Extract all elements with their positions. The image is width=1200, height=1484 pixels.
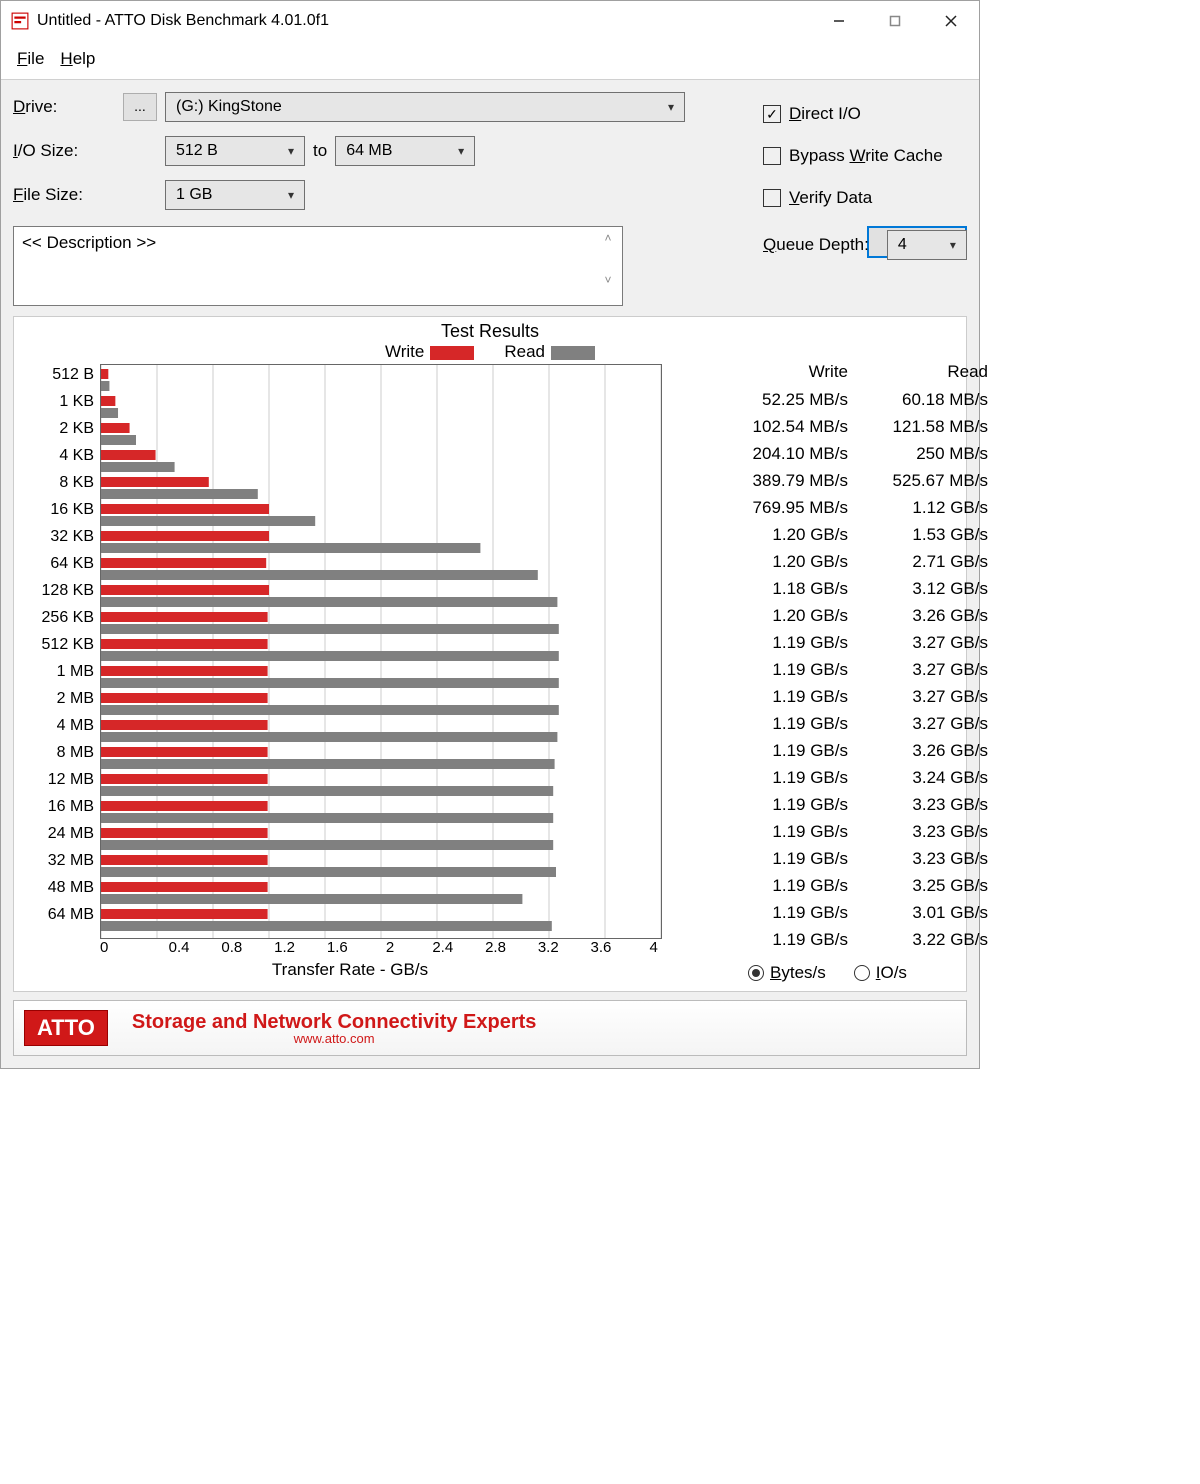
table-row: 1.19 GB/s3.27 GB/s — [708, 683, 988, 710]
svg-text:128 KB: 128 KB — [42, 582, 94, 599]
spinner-icon[interactable]: ˄˅ — [598, 231, 618, 287]
chevron-down-icon: ▾ — [284, 144, 298, 158]
filesize-select[interactable]: 1 GB▾ — [165, 180, 305, 210]
table-row: 1.19 GB/s3.23 GB/s — [708, 791, 988, 818]
drive-select[interactable]: (G:) KingStone ▾ — [165, 92, 685, 122]
table-row: 769.95 MB/s1.12 GB/s — [708, 494, 988, 521]
table-row: 1.19 GB/s3.01 GB/s — [708, 899, 988, 926]
menubar: File Help — [1, 41, 979, 79]
svg-text:1 KB: 1 KB — [59, 393, 94, 410]
window-title: Untitled - ATTO Disk Benchmark 4.01.0f1 — [37, 12, 811, 30]
chevron-down-icon: ▾ — [284, 188, 298, 202]
chart-legend: Write Read — [20, 342, 960, 362]
svg-text:64 MB: 64 MB — [48, 906, 94, 923]
chevron-down-icon: ▾ — [454, 144, 468, 158]
queuedepth-select[interactable]: 4▾ — [887, 230, 967, 260]
table-row: 1.20 GB/s2.71 GB/s — [708, 548, 988, 575]
svg-text:256 KB: 256 KB — [42, 609, 94, 626]
directio-checkbox[interactable]: ✓Direct I/O — [763, 104, 973, 124]
client-area: Drive: ... (G:) KingStone ▾ I/O Size: 51… — [1, 79, 979, 1068]
iosize-label: I/O Size: — [13, 141, 123, 161]
svg-text:4 KB: 4 KB — [59, 447, 94, 464]
svg-text:2 MB: 2 MB — [57, 690, 94, 707]
iosize-to-select[interactable]: 64 MB▾ — [335, 136, 475, 166]
svg-text:24 MB: 24 MB — [48, 825, 94, 842]
svg-text:4 MB: 4 MB — [57, 717, 94, 734]
svg-text:16 KB: 16 KB — [50, 501, 94, 518]
to-label: to — [313, 141, 327, 161]
menu-help[interactable]: Help — [54, 47, 101, 71]
table-row: 1.20 GB/s3.26 GB/s — [708, 602, 988, 629]
atto-logo: ATTO — [24, 1010, 108, 1046]
table-row: 1.19 GB/s3.22 GB/s — [708, 926, 988, 953]
options-panel: ✓Direct I/O Bypass Write Cache Verify Da… — [763, 104, 973, 260]
menu-file[interactable]: File — [11, 47, 50, 71]
svg-text:32 KB: 32 KB — [50, 528, 94, 545]
verify-checkbox[interactable]: Verify Data — [763, 188, 973, 208]
results-panel: Test Results Write Read 512 B 1 KB 2 KB 4 K… — [13, 316, 967, 992]
table-row: 204.10 MB/s250 MB/s — [708, 440, 988, 467]
chevron-down-icon: ▾ — [946, 238, 960, 252]
table-row: 1.18 GB/s3.12 GB/s — [708, 575, 988, 602]
table-row: 1.19 GB/s3.23 GB/s — [708, 818, 988, 845]
description-input[interactable]: << Description >> ˄˅ — [13, 226, 623, 306]
table-row: 1.19 GB/s3.23 GB/s — [708, 845, 988, 872]
drive-browse-button[interactable]: ... — [123, 93, 157, 121]
table-row: 52.25 MB/s60.18 MB/s — [708, 386, 988, 413]
atto-banner[interactable]: ATTO Storage and Network Connectivity Ex… — [13, 1000, 967, 1056]
app-icon — [11, 12, 29, 30]
drive-label: Drive: — [13, 97, 123, 117]
svg-text:16 MB: 16 MB — [48, 798, 94, 815]
svg-text:512 B: 512 B — [52, 366, 94, 383]
banner-text: Storage and Network Connectivity Experts… — [132, 1012, 537, 1045]
table-row: 389.79 MB/s525.67 MB/s — [708, 467, 988, 494]
bypass-checkbox[interactable]: Bypass Write Cache — [763, 146, 973, 166]
svg-text:512 KB: 512 KB — [42, 636, 94, 653]
minimize-button[interactable] — [811, 1, 867, 41]
app-window: Untitled - ATTO Disk Benchmark 4.01.0f1 … — [0, 0, 980, 1069]
write-column-header: Write — [708, 362, 848, 382]
table-row: 102.54 MB/s121.58 MB/s — [708, 413, 988, 440]
table-row: 1.19 GB/s3.25 GB/s — [708, 872, 988, 899]
svg-text:32 MB: 32 MB — [48, 852, 94, 869]
svg-text:2 KB: 2 KB — [59, 420, 94, 437]
iosize-from-select[interactable]: 512 B▾ — [165, 136, 305, 166]
description-placeholder: << Description >> — [22, 233, 156, 252]
table-row: 1.20 GB/s1.53 GB/s — [708, 521, 988, 548]
titlebar[interactable]: Untitled - ATTO Disk Benchmark 4.01.0f1 — [1, 1, 979, 41]
bytes-radio[interactable]: Bytes/s — [748, 963, 826, 983]
ios-radio[interactable]: IO/s — [854, 963, 907, 983]
svg-text:64 KB: 64 KB — [50, 555, 94, 572]
svg-text:12 MB: 12 MB — [48, 771, 94, 788]
maximize-button[interactable] — [867, 1, 923, 41]
results-title: Test Results — [20, 321, 960, 342]
table-row: 1.19 GB/s3.24 GB/s — [708, 764, 988, 791]
results-table: Write Read 52.25 MB/s60.18 MB/s102.54 MB… — [708, 362, 988, 983]
results-chart — [100, 364, 662, 939]
close-button[interactable] — [923, 1, 979, 41]
chevron-down-icon: ▾ — [664, 100, 678, 114]
svg-text:48 MB: 48 MB — [48, 879, 94, 896]
table-row: 1.19 GB/s3.27 GB/s — [708, 710, 988, 737]
table-row: 1.19 GB/s3.27 GB/s — [708, 656, 988, 683]
svg-text:8 KB: 8 KB — [59, 474, 94, 491]
read-column-header: Read — [848, 362, 988, 382]
table-row: 1.19 GB/s3.27 GB/s — [708, 629, 988, 656]
svg-text:1 MB: 1 MB — [57, 663, 94, 680]
svg-text:8 MB: 8 MB — [57, 744, 94, 761]
filesize-label: File Size: — [13, 185, 123, 205]
table-row: 1.19 GB/s3.26 GB/s — [708, 737, 988, 764]
queuedepth-label: Queue Depth: — [763, 235, 869, 255]
xaxis-label: Transfer Rate - GB/s — [20, 960, 680, 980]
